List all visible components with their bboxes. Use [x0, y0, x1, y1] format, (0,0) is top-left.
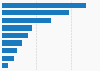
Bar [2, 3, 86, 8]
Bar [2, 40, 22, 46]
Bar [2, 18, 51, 23]
Bar [2, 10, 69, 15]
Bar [2, 33, 28, 38]
Bar [2, 63, 8, 68]
Bar [2, 48, 17, 53]
Bar [2, 56, 14, 61]
Bar [2, 25, 32, 31]
